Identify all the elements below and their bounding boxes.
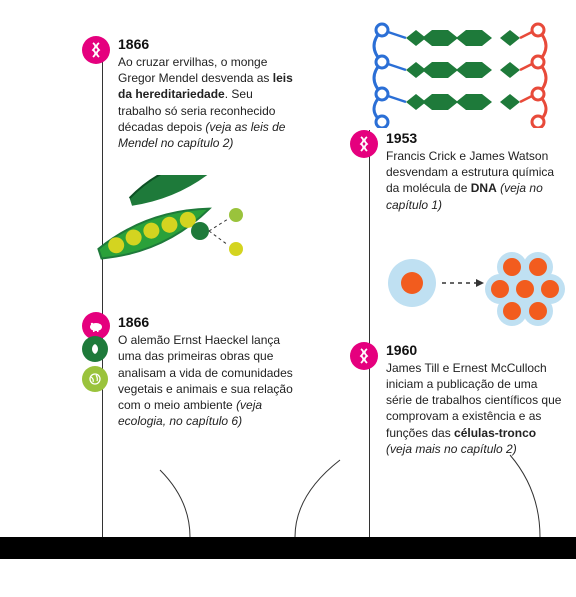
event-haeckel: 1866 O alemão Ernst Haeckel lança uma da… [118,314,298,429]
dna-structure-illustration [350,18,565,128]
event-text: Ao cruzar ervilhas, o monge Gregor Mende… [118,54,298,151]
dna-icon [82,36,110,64]
event-text: O alemão Ernst Haeckel lança uma das pri… [118,332,298,429]
text-bold: DNA [471,181,497,195]
event-year: 1866 [118,314,298,330]
dna-icon [350,342,378,370]
text-bold: células-tronco [454,426,536,440]
dna-icon [350,130,378,158]
event-mendel: 1866 Ao cruzar ervilhas, o monge Gregor … [118,36,298,151]
event-year: 1960 [386,342,564,358]
timeline-bar [0,537,576,559]
event-text: James Till e Ernest McCulloch iniciam a … [386,360,564,457]
timeline-year-2000: 2000 [448,558,484,576]
text-span: Ao cruzar ervilhas, o monge Gregor Mende… [118,55,273,85]
pea-illustration [88,175,263,295]
timeline-column-right: 1953 Francis Crick e James Watson desven… [386,130,564,477]
globe-icon [82,366,108,392]
timeline-year-1900: 1900 [120,558,156,576]
eco-icon-stack [82,336,108,392]
leaf-icon [82,336,108,362]
event-stemcell: 1960 James Till e Ernest McCulloch inici… [386,342,564,457]
event-text: Francis Crick e James Watson desvendam a… [386,148,564,213]
text-span: O alemão Ernst Haeckel lança uma das pri… [118,333,293,412]
timeline-column-left: 1866 Ao cruzar ervilhas, o monge Gregor … [118,36,298,449]
stemcell-illustration [380,239,565,331]
event-dna: 1953 Francis Crick e James Watson desven… [386,130,564,213]
event-year: 1953 [386,130,564,146]
event-year: 1866 [118,36,298,52]
text-italic: (veja mais no capítulo 2) [386,442,517,456]
